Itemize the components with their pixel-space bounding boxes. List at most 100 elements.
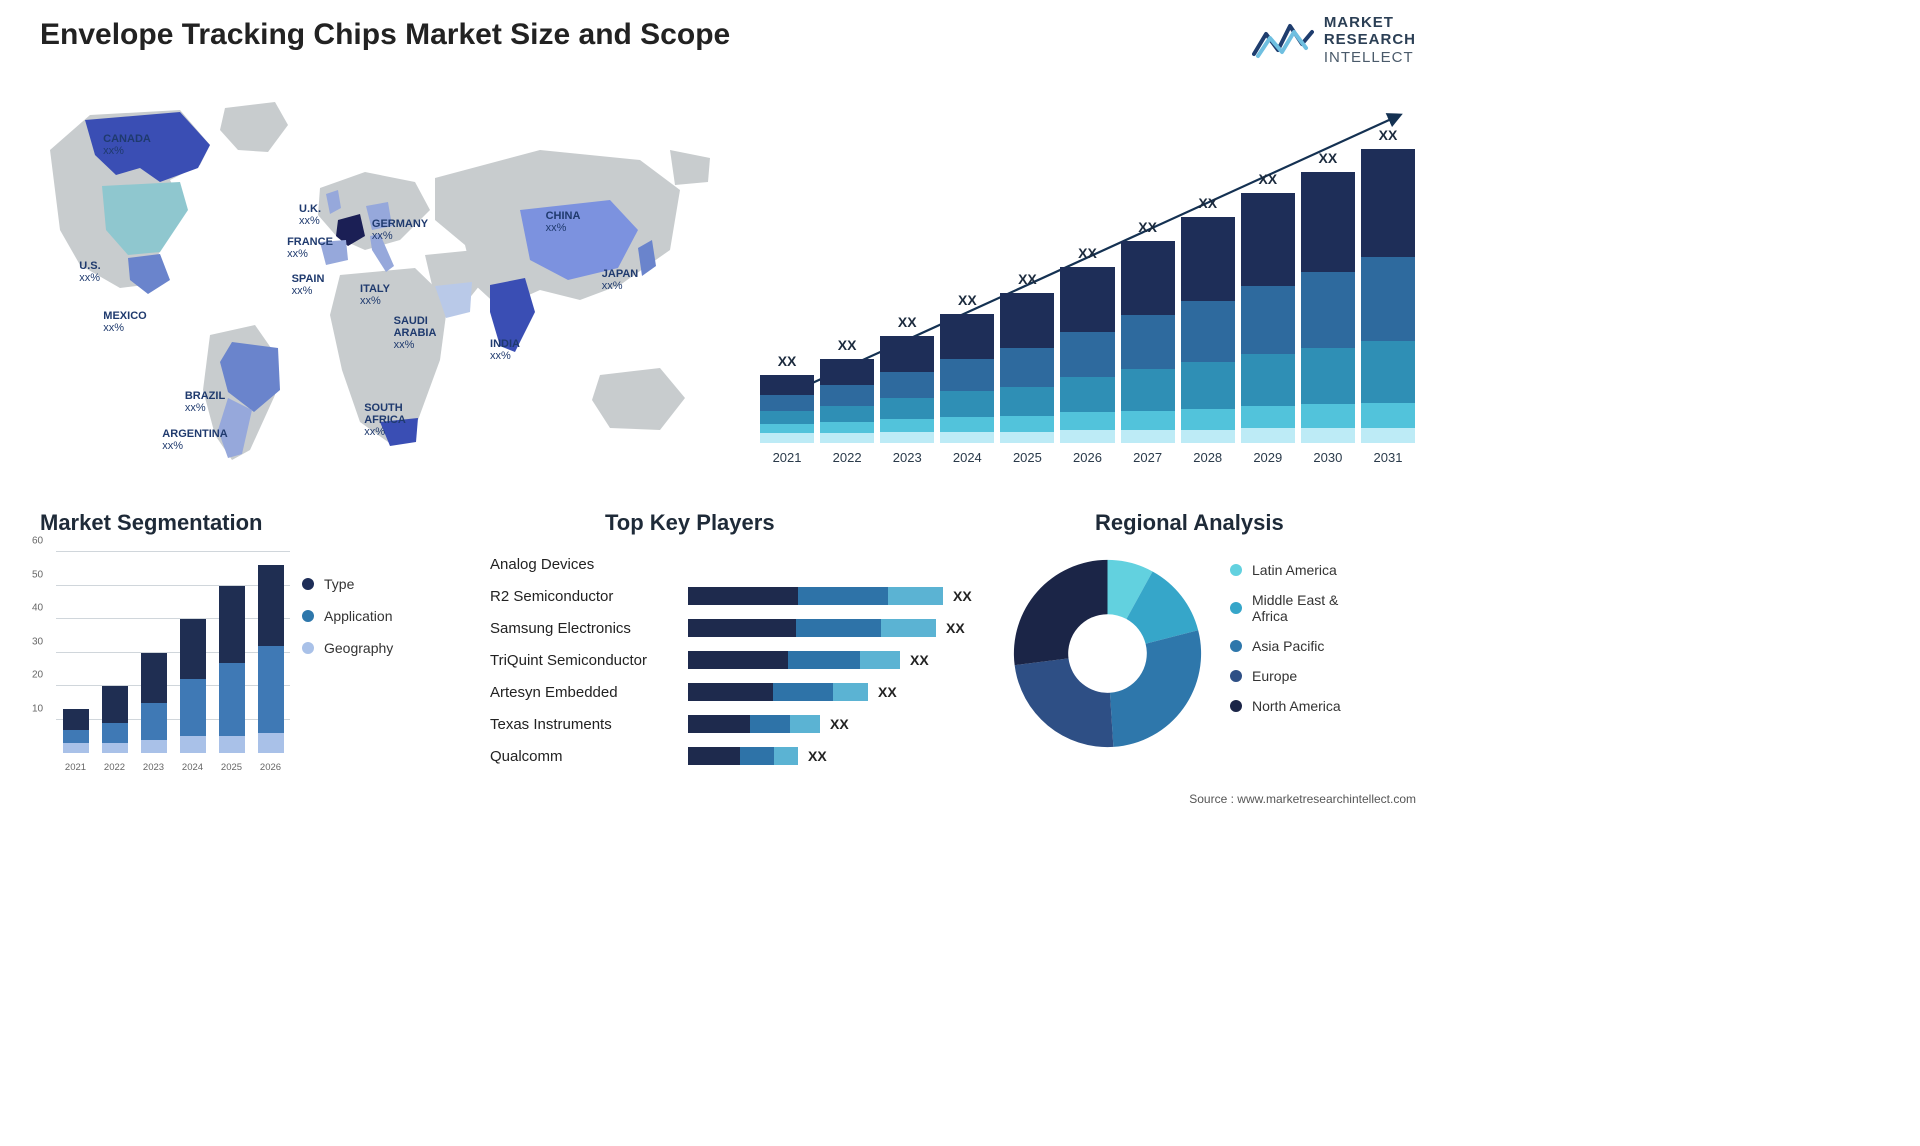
key-player-name: Texas Instruments xyxy=(490,716,688,733)
bigbar-column: XX xyxy=(820,359,874,443)
key-player-bar: XX xyxy=(688,683,972,701)
key-player-value: XX xyxy=(953,588,972,604)
map-country-label: ITALYxx% xyxy=(360,283,390,307)
bigbar-x-tick: 2029 xyxy=(1241,450,1295,465)
bigbar-column: XX xyxy=(1301,172,1355,443)
key-players-heading: Top Key Players xyxy=(605,510,775,536)
bigbar-column: XX xyxy=(1060,267,1114,443)
key-player-name: Qualcomm xyxy=(490,748,688,765)
bigbar-value-label: XX xyxy=(1241,171,1295,187)
bigbar-x-tick: 2024 xyxy=(940,450,994,465)
regional-heading: Regional Analysis xyxy=(1095,510,1284,536)
legend-item: Middle East &Africa xyxy=(1230,592,1341,624)
map-country-label: SPAINxx% xyxy=(292,273,325,297)
key-player-name: Artesyn Embedded xyxy=(490,684,688,701)
legend-swatch-icon xyxy=(302,642,314,654)
key-player-value: XX xyxy=(808,748,827,764)
legend-label: Application xyxy=(324,608,393,624)
legend-label: Geography xyxy=(324,640,393,656)
bigbar-x-tick: 2023 xyxy=(880,450,934,465)
bigbar-column: XX xyxy=(1361,149,1415,443)
bigbar-x-tick: 2026 xyxy=(1060,450,1114,465)
bigbar-x-tick: 2022 xyxy=(820,450,874,465)
seg-x-tick: 2024 xyxy=(182,762,203,773)
seg-column xyxy=(63,709,89,753)
map-country-label: GERMANYxx% xyxy=(372,218,428,242)
bigbar-value-label: XX xyxy=(1121,219,1175,235)
seg-y-tick: 10 xyxy=(32,703,43,714)
legend-swatch-icon xyxy=(302,610,314,622)
legend-item: Latin America xyxy=(1230,562,1341,578)
legend-label: Middle East &Africa xyxy=(1252,592,1338,624)
source-text: Source : www.marketresearchintellect.com xyxy=(1189,792,1416,806)
legend-item: Asia Pacific xyxy=(1230,638,1341,654)
key-player-bar: XX xyxy=(688,747,972,765)
legend-swatch-icon xyxy=(1230,700,1242,712)
bigbar-value-label: XX xyxy=(1181,195,1235,211)
bigbar-x-tick: 2028 xyxy=(1181,450,1235,465)
seg-x-tick: 2026 xyxy=(260,762,281,773)
legend-label: Europe xyxy=(1252,668,1297,684)
seg-y-tick: 50 xyxy=(32,569,43,580)
bigbar-column: XX xyxy=(1181,217,1235,443)
legend-swatch-icon xyxy=(1230,564,1242,576)
donut-slice xyxy=(1014,560,1108,665)
key-players-chart: Analog DevicesR2 SemiconductorXXSamsung … xyxy=(490,548,970,780)
map-country-label: SAUDIARABIAxx% xyxy=(394,315,437,351)
map-country-label: BRAZILxx% xyxy=(185,390,225,414)
key-player-bar: XX xyxy=(688,715,972,733)
bigbar-x-tick: 2025 xyxy=(1000,450,1054,465)
seg-x-tick: 2021 xyxy=(65,762,86,773)
legend-item: Application xyxy=(302,608,393,624)
bigbar-x-tick: 2021 xyxy=(760,450,814,465)
key-player-value: XX xyxy=(946,620,965,636)
bigbar-value-label: XX xyxy=(880,314,934,330)
segmentation-legend: Type Application Geography xyxy=(302,576,393,656)
map-country-label: U.K.xx% xyxy=(299,203,321,227)
key-player-value: XX xyxy=(830,716,849,732)
bigbar-value-label: XX xyxy=(1361,127,1415,143)
legend-item: Type xyxy=(302,576,393,592)
key-player-bar: XX xyxy=(688,587,972,605)
segmentation-heading: Market Segmentation xyxy=(40,510,263,536)
key-player-value: XX xyxy=(910,652,929,668)
bigbar-x-tick: 2030 xyxy=(1301,450,1355,465)
key-player-bar: XX xyxy=(688,619,972,637)
seg-x-tick: 2023 xyxy=(143,762,164,773)
bigbar-value-label: XX xyxy=(940,292,994,308)
key-player-name: R2 Semiconductor xyxy=(490,588,688,605)
seg-y-tick: 30 xyxy=(32,636,43,647)
legend-item: Geography xyxy=(302,640,393,656)
bigbar-column: XX xyxy=(940,314,994,443)
seg-y-tick: 20 xyxy=(32,670,43,681)
bigbar-value-label: XX xyxy=(1000,271,1054,287)
regional-legend: Latin America Middle East &Africa Asia Pac… xyxy=(1230,562,1341,714)
brand-logo: MARKET RESEARCH INTELLECT xyxy=(1252,14,1416,66)
donut-slice xyxy=(1110,630,1201,747)
bigbar-x-tick: 2027 xyxy=(1121,450,1175,465)
map-country-label: CANADAxx% xyxy=(103,133,151,157)
bigbar-value-label: XX xyxy=(1060,245,1114,261)
key-player-name: Analog Devices xyxy=(490,556,688,573)
key-player-name: TriQuint Semiconductor xyxy=(490,652,688,669)
seg-y-tick: 60 xyxy=(32,536,43,547)
key-player-bar xyxy=(688,555,972,573)
legend-swatch-icon xyxy=(302,578,314,590)
legend-item: Europe xyxy=(1230,668,1341,684)
legend-label: Type xyxy=(324,576,354,592)
segmentation-bar-chart: 202120222023202420252026 102030405060 xyxy=(30,548,290,773)
map-country-label: CHINAxx% xyxy=(546,210,581,234)
logo-text: MARKET RESEARCH INTELLECT xyxy=(1324,14,1416,66)
page-title: Envelope Tracking Chips Market Size and … xyxy=(40,18,730,52)
donut-slice xyxy=(1015,658,1114,747)
bigbar-value-label: XX xyxy=(1301,150,1355,166)
legend-label: Latin America xyxy=(1252,562,1337,578)
seg-column xyxy=(102,686,128,753)
bigbar-column: XX xyxy=(1121,241,1175,443)
bigbar-column: XX xyxy=(1241,193,1295,443)
legend-swatch-icon xyxy=(1230,602,1242,614)
legend-swatch-icon xyxy=(1230,670,1242,682)
map-country-label: JAPANxx% xyxy=(602,268,638,292)
key-player-bar: XX xyxy=(688,651,972,669)
bigbar-column: XX xyxy=(1000,293,1054,443)
